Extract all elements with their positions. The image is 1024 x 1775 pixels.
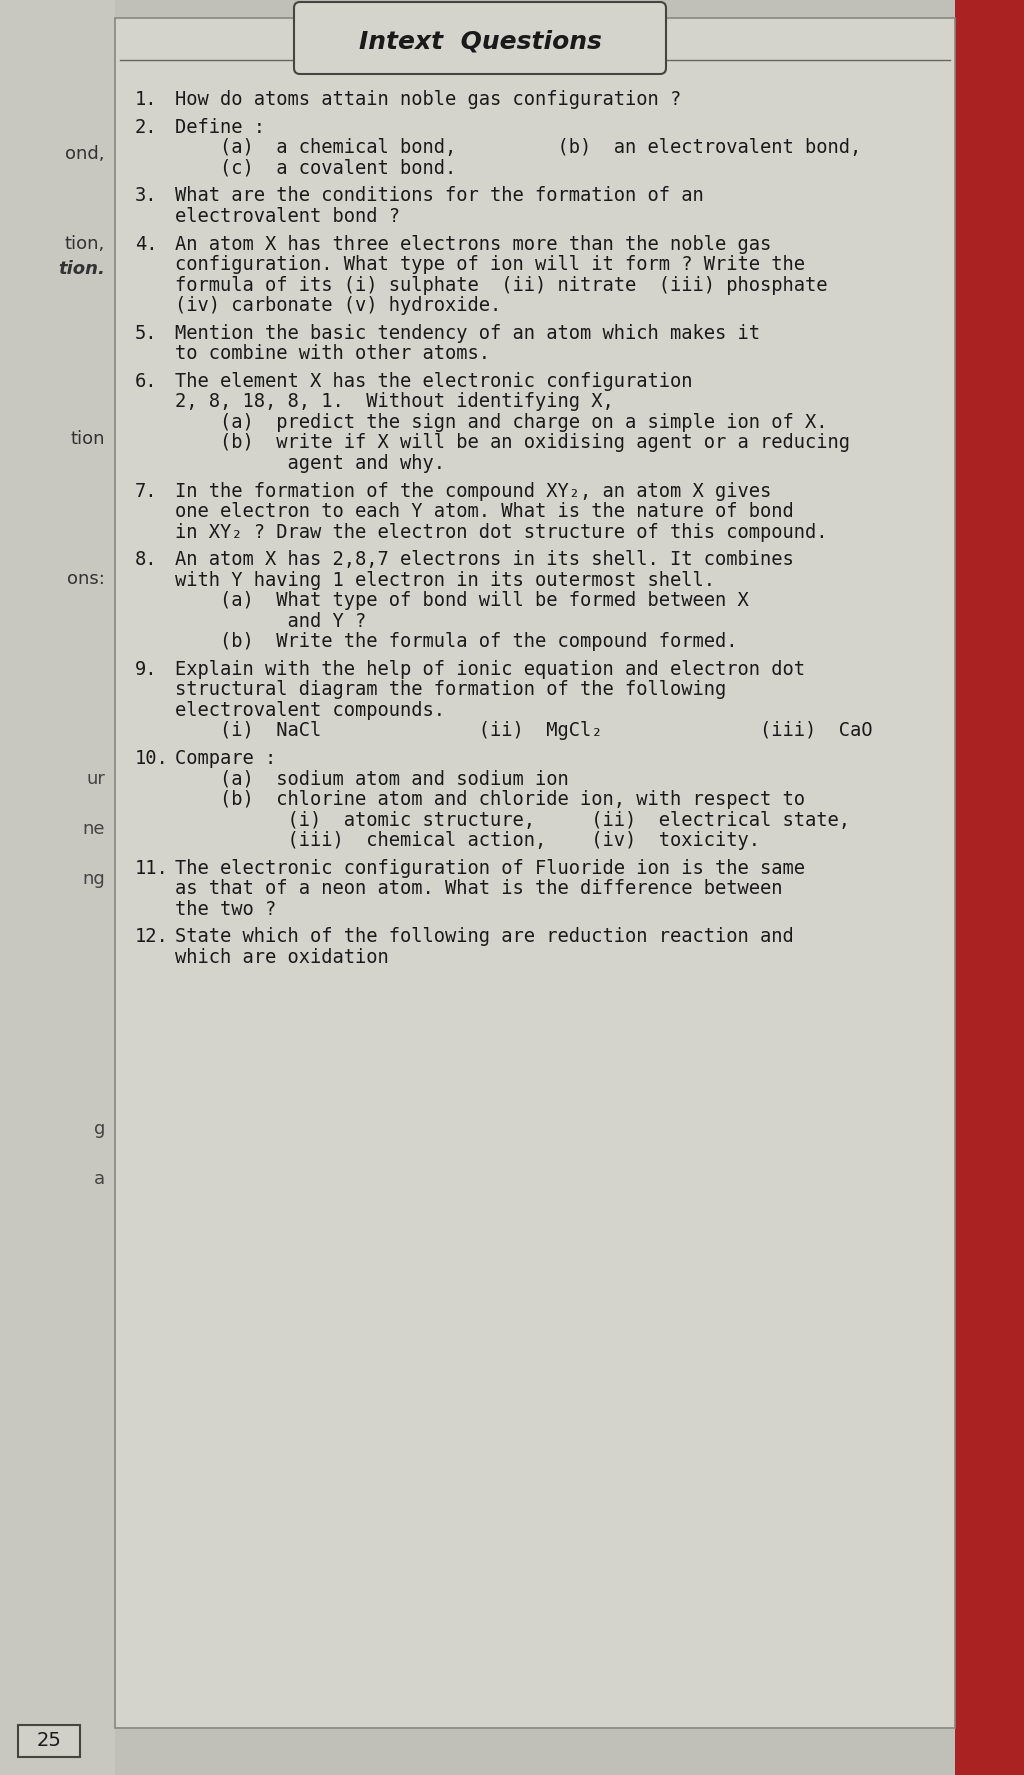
Text: (c)  a covalent bond.: (c) a covalent bond. — [175, 158, 457, 178]
Text: Explain with the help of ionic equation and electron dot: Explain with the help of ionic equation … — [175, 660, 805, 678]
Text: one electron to each Y atom. What is the nature of bond: one electron to each Y atom. What is the… — [175, 502, 794, 522]
Text: 2, 8, 18, 8, 1.  Without identifying X,: 2, 8, 18, 8, 1. Without identifying X, — [175, 392, 613, 412]
Text: 3.: 3. — [135, 186, 158, 206]
Text: 5.: 5. — [135, 323, 158, 343]
Text: agent and why.: agent and why. — [175, 454, 445, 472]
Text: (a)  a chemical bond,         (b)  an electrovalent bond,: (a) a chemical bond, (b) an electrovalen… — [175, 138, 861, 158]
Text: (a)  sodium atom and sodium ion: (a) sodium atom and sodium ion — [175, 770, 568, 788]
Text: Define :: Define : — [175, 117, 265, 137]
Text: Compare :: Compare : — [175, 749, 276, 769]
Text: 4.: 4. — [135, 234, 158, 254]
Text: ng: ng — [82, 870, 105, 888]
Bar — [0, 0, 115, 1775]
Text: What are the conditions for the formation of an: What are the conditions for the formatio… — [175, 186, 703, 206]
Text: (i)  atomic structure,     (ii)  electrical state,: (i) atomic structure, (ii) electrical st… — [175, 811, 850, 829]
Text: as that of a neon atom. What is the difference between: as that of a neon atom. What is the diff… — [175, 879, 782, 898]
Text: to combine with other atoms.: to combine with other atoms. — [175, 344, 490, 364]
Text: electrovalent bond ?: electrovalent bond ? — [175, 208, 400, 225]
Text: (iv) carbonate (v) hydroxide.: (iv) carbonate (v) hydroxide. — [175, 296, 502, 314]
Text: structural diagram the formation of the following: structural diagram the formation of the … — [175, 680, 726, 699]
Text: ons:: ons: — [68, 570, 105, 588]
Text: 11.: 11. — [135, 859, 169, 879]
Text: and Y ?: and Y ? — [175, 612, 367, 630]
Text: electrovalent compounds.: electrovalent compounds. — [175, 701, 445, 721]
Text: ond,: ond, — [66, 146, 105, 163]
Text: g: g — [93, 1120, 105, 1138]
Bar — [18, 1725, 80, 1757]
Text: 6.: 6. — [135, 373, 158, 390]
Text: (b)  chlorine atom and chloride ion, with respect to: (b) chlorine atom and chloride ion, with… — [175, 790, 805, 809]
Text: (i)  NaCl              (ii)  MgCl₂              (iii)  CaO: (i) NaCl (ii) MgCl₂ (iii) CaO — [175, 721, 872, 740]
Text: (b)  Write the formula of the compound formed.: (b) Write the formula of the compound fo… — [175, 632, 737, 651]
Text: (a)  What type of bond will be formed between X: (a) What type of bond will be formed bet… — [175, 591, 749, 611]
Text: Mention the basic tendency of an atom which makes it: Mention the basic tendency of an atom wh… — [175, 323, 760, 343]
Text: with Y having 1 electron in its outermost shell.: with Y having 1 electron in its outermos… — [175, 572, 715, 589]
Text: ur: ur — [86, 770, 105, 788]
Text: In the formation of the compound XY₂, an atom X gives: In the formation of the compound XY₂, an… — [175, 481, 771, 501]
Text: How do atoms attain noble gas configuration ?: How do atoms attain noble gas configurat… — [175, 91, 681, 108]
Text: a: a — [94, 1170, 105, 1187]
Text: 25: 25 — [37, 1731, 61, 1750]
Text: The electronic configuration of Fluoride ion is the same: The electronic configuration of Fluoride… — [175, 859, 805, 879]
Text: State which of the following are reduction reaction and: State which of the following are reducti… — [175, 927, 794, 946]
Text: (b)  write if X will be an oxidising agent or a reducing: (b) write if X will be an oxidising agen… — [175, 433, 850, 453]
Text: An atom X has three electrons more than the noble gas: An atom X has three electrons more than … — [175, 234, 771, 254]
Text: An atom X has 2,8,7 electrons in its shell. It combines: An atom X has 2,8,7 electrons in its she… — [175, 550, 794, 570]
Text: 7.: 7. — [135, 481, 158, 501]
Text: (a)  predict the sign and charge on a simple ion of X.: (a) predict the sign and charge on a sim… — [175, 414, 827, 431]
Bar — [115, 18, 955, 1729]
Text: 8.: 8. — [135, 550, 158, 570]
Text: 2.: 2. — [135, 117, 158, 137]
Text: ne: ne — [83, 820, 105, 838]
Text: Intext  Questions: Intext Questions — [358, 30, 601, 53]
FancyBboxPatch shape — [294, 2, 666, 75]
Text: in XY₂ ? Draw the electron dot structure of this compound.: in XY₂ ? Draw the electron dot structure… — [175, 522, 827, 541]
Text: 10.: 10. — [135, 749, 169, 769]
Text: the two ?: the two ? — [175, 900, 276, 919]
Text: tion.: tion. — [58, 259, 105, 279]
Text: 1.: 1. — [135, 91, 158, 108]
Text: tion,: tion, — [65, 234, 105, 254]
Text: tion: tion — [71, 430, 105, 447]
Text: formula of its (i) sulphate  (ii) nitrate  (iii) phosphate: formula of its (i) sulphate (ii) nitrate… — [175, 275, 827, 295]
Text: 12.: 12. — [135, 927, 169, 946]
Text: which are oxidation: which are oxidation — [175, 948, 389, 967]
Text: The element X has the electronic configuration: The element X has the electronic configu… — [175, 373, 692, 390]
Text: configuration. What type of ion will it form ? Write the: configuration. What type of ion will it … — [175, 256, 805, 273]
Bar — [955, 0, 1024, 1775]
Text: (iii)  chemical action,    (iv)  toxicity.: (iii) chemical action, (iv) toxicity. — [175, 831, 760, 850]
Text: 9.: 9. — [135, 660, 158, 678]
